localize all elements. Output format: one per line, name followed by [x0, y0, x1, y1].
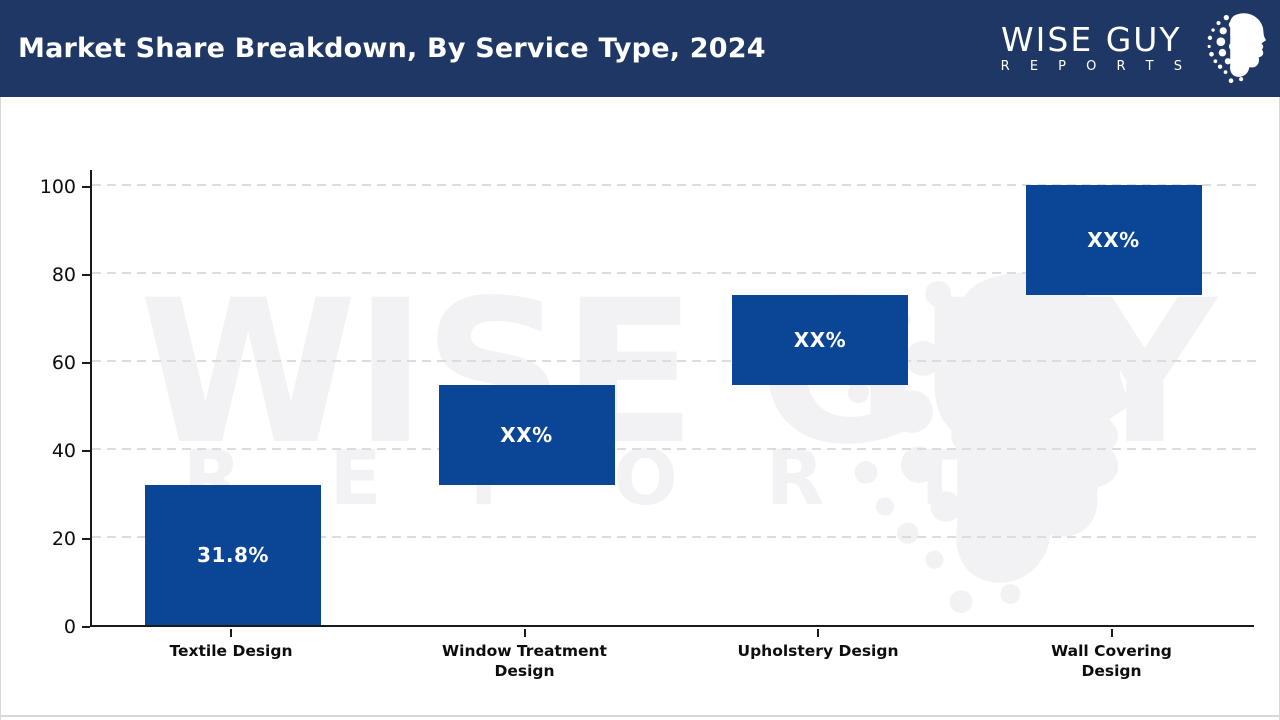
y-tick-label-60: 60 [51, 352, 76, 374]
x-category-label-line: Design [494, 662, 555, 680]
bar-value-label: XX% [500, 423, 553, 448]
x-category-label-line: Textile Design [169, 642, 293, 660]
plot-area: 31.8% XX% XX% XX% [90, 170, 1256, 627]
y-tick-label-100: 100 [39, 176, 76, 198]
logo-text: WISE GUY R E P O R T S [993, 20, 1190, 75]
grid-line-80 [92, 272, 1256, 274]
bar-3: XX% [732, 295, 908, 386]
y-tick-mark-60 [82, 362, 90, 364]
bottom-frame-line [1, 715, 1280, 717]
logo-head-icon [1207, 13, 1267, 84]
bar-value-label: 31.8% [197, 543, 269, 568]
header-band: Market Share Breakdown, By Service Type,… [0, 0, 1280, 97]
y-tick-mark-100 [82, 186, 90, 188]
x-category-label-line: Upholstery Design [737, 642, 899, 660]
grid-line-40 [92, 448, 1256, 450]
x-category-label-line: Wall Covering [1051, 642, 1172, 660]
x-category-label-1: Textile Design [116, 641, 346, 661]
grid-line-100 [92, 184, 1256, 186]
chart-title: Market Share Breakdown, By Service Type,… [18, 33, 766, 64]
y-tick-mark-20 [82, 538, 90, 540]
x-category-label-4: Wall Covering Design [997, 641, 1227, 681]
x-category-label-line: Window Treatment [442, 642, 607, 660]
x-category-label-line: Design [1081, 662, 1142, 680]
grid-line-60 [92, 360, 1256, 362]
bar-4: XX% [1025, 185, 1202, 295]
x-tick-mark-1 [230, 629, 232, 637]
y-tick-mark-40 [82, 450, 90, 452]
wise-guy-logo: WISE GUY R E P O R T S [993, 6, 1270, 90]
x-category-label-3: Upholstery Design [703, 641, 933, 661]
y-tick-mark-80 [82, 274, 90, 276]
logo-subtitle: R E P O R T S [1000, 59, 1190, 74]
chart-canvas: WISE GUY REPORTS 31.8% XX% XX% XX% 0 20 40 60 8… [0, 97, 1280, 720]
x-tick-mark-3 [817, 629, 819, 637]
y-tick-label-0: 0 [63, 616, 76, 638]
y-tick-label-80: 80 [51, 264, 76, 286]
bar-value-label: XX% [793, 328, 847, 353]
x-tick-mark-4 [1110, 629, 1113, 637]
grid-line-20 [92, 536, 1256, 538]
bar-2: XX% [438, 385, 615, 486]
y-tick-label-20: 20 [51, 528, 76, 550]
bar-value-label: XX% [1087, 228, 1140, 252]
x-tick-mark-2 [523, 629, 526, 637]
logo-wordmark: WISE GUY [1001, 20, 1182, 59]
x-category-label-2: Window Treatment Design [410, 641, 640, 681]
y-tick-mark-0 [82, 626, 90, 628]
bar-1: 31.8% [145, 485, 321, 625]
y-tick-label-40: 40 [51, 440, 76, 462]
